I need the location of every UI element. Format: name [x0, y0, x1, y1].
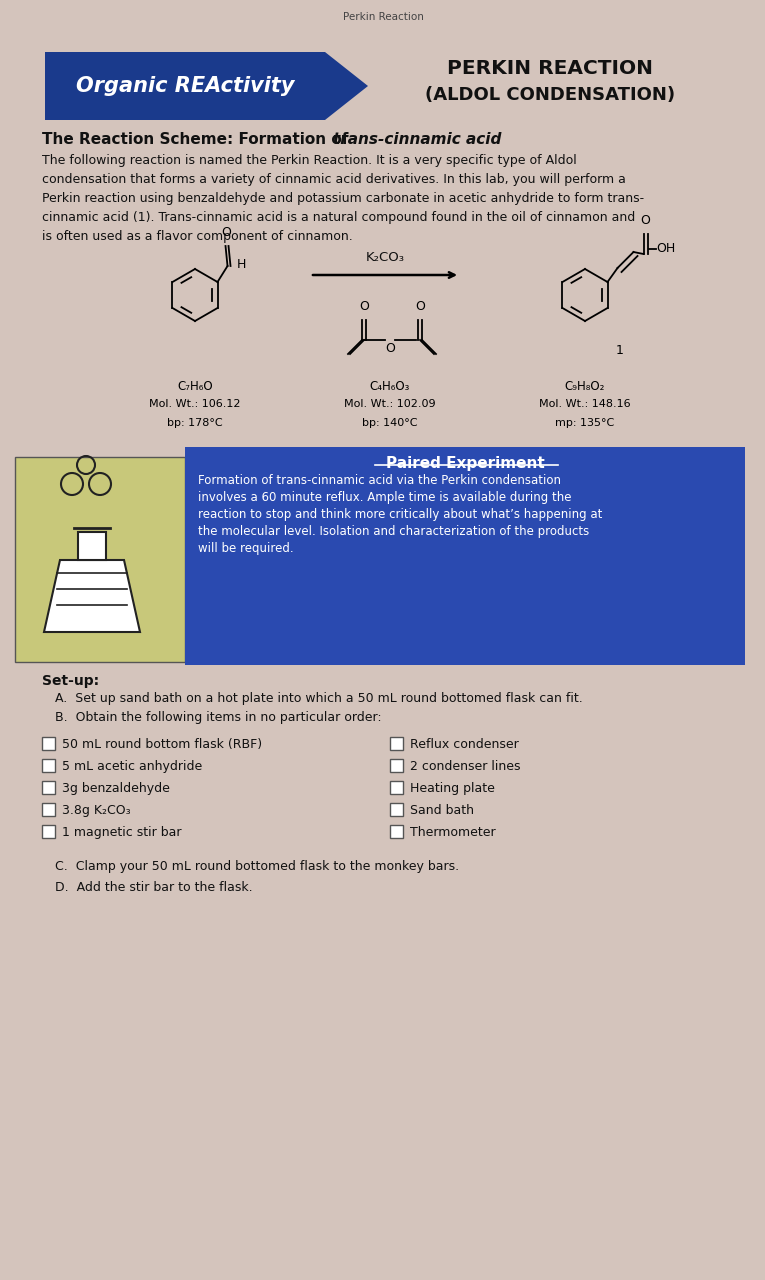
Text: reaction to stop and think more critically about what’s happening at: reaction to stop and think more critical…	[198, 508, 602, 521]
Text: PERKIN REACTION: PERKIN REACTION	[447, 59, 653, 78]
Text: O: O	[640, 214, 650, 227]
Text: OH: OH	[656, 242, 675, 256]
Bar	[42, 737, 55, 750]
Text: Formation of trans-cinnamic acid via the Perkin condensation: Formation of trans-cinnamic acid via the…	[198, 474, 561, 486]
Polygon shape	[45, 52, 368, 120]
Text: C₇H₆O: C₇H₆O	[177, 380, 213, 393]
Bar	[42, 759, 55, 772]
Text: bp: 178°C: bp: 178°C	[168, 419, 223, 428]
Text: 50 mL round bottom flask (RBF): 50 mL round bottom flask (RBF)	[62, 739, 262, 751]
Text: The Reaction Scheme: Formation of: The Reaction Scheme: Formation of	[42, 132, 353, 147]
Text: trans-cinnamic acid: trans-cinnamic acid	[333, 132, 501, 147]
Text: condensation that forms a variety of cinnamic acid derivatives. In this lab, you: condensation that forms a variety of cin…	[42, 173, 626, 186]
Text: O: O	[359, 300, 369, 314]
Text: Heating plate: Heating plate	[410, 782, 495, 795]
Polygon shape	[44, 561, 140, 632]
Polygon shape	[78, 532, 106, 561]
Text: (ALDOL CONDENSATION): (ALDOL CONDENSATION)	[425, 86, 675, 104]
Bar	[42, 826, 55, 838]
Bar	[15, 457, 185, 662]
Text: O: O	[385, 342, 395, 355]
Text: 1 magnetic stir bar: 1 magnetic stir bar	[62, 826, 181, 838]
Text: 3g benzaldehyde: 3g benzaldehyde	[62, 782, 170, 795]
Text: C.  Clamp your 50 mL round bottomed flask to the monkey bars.: C. Clamp your 50 mL round bottomed flask…	[55, 860, 459, 873]
Text: Perkin Reaction: Perkin Reaction	[343, 12, 424, 22]
Text: C₄H₆O₃: C₄H₆O₃	[369, 380, 410, 393]
Bar	[390, 737, 403, 750]
Text: 2 condenser lines: 2 condenser lines	[410, 760, 520, 773]
Text: O: O	[222, 227, 232, 239]
Text: Perkin reaction using benzaldehyde and potassium carbonate in acetic anhydride t: Perkin reaction using benzaldehyde and p…	[42, 192, 644, 205]
Text: Mol. Wt.: 102.09: Mol. Wt.: 102.09	[344, 399, 436, 410]
Text: D.  Add the stir bar to the flask.: D. Add the stir bar to the flask.	[55, 881, 252, 893]
Text: Set-up:: Set-up:	[42, 675, 99, 689]
Text: K₂CO₃: K₂CO₃	[366, 251, 405, 264]
Text: Reflux condenser: Reflux condenser	[410, 739, 519, 751]
Text: 1: 1	[616, 343, 624, 357]
Text: Thermometer: Thermometer	[410, 826, 496, 838]
Text: will be required.: will be required.	[198, 541, 294, 556]
Bar	[390, 826, 403, 838]
Text: is often used as a flavor component of cinnamon.: is often used as a flavor component of c…	[42, 230, 353, 243]
Text: C₉H₈O₂: C₉H₈O₂	[565, 380, 605, 393]
Bar	[42, 803, 55, 817]
Bar	[390, 781, 403, 794]
Text: bp: 140°C: bp: 140°C	[363, 419, 418, 428]
Text: cinnamic acid (1). Trans-cinnamic acid is a natural compound found in the oil of: cinnamic acid (1). Trans-cinnamic acid i…	[42, 211, 635, 224]
Text: the molecular level. Isolation and characterization of the products: the molecular level. Isolation and chara…	[198, 525, 589, 538]
Text: Mol. Wt.: 106.12: Mol. Wt.: 106.12	[149, 399, 241, 410]
Text: H: H	[236, 257, 246, 270]
Text: B.  Obtain the following items in no particular order:: B. Obtain the following items in no part…	[55, 710, 382, 724]
Bar	[42, 781, 55, 794]
Bar	[390, 803, 403, 817]
Text: Mol. Wt.: 148.16: Mol. Wt.: 148.16	[539, 399, 631, 410]
Text: Paired Experiment: Paired Experiment	[386, 456, 545, 471]
Bar	[185, 447, 745, 666]
Text: O: O	[415, 300, 425, 314]
Text: 3.8g K₂CO₃: 3.8g K₂CO₃	[62, 804, 131, 817]
Text: 5 mL acetic anhydride: 5 mL acetic anhydride	[62, 760, 202, 773]
Text: The following reaction is named the Perkin Reaction. It is a very specific type : The following reaction is named the Perk…	[42, 154, 577, 166]
Bar	[390, 759, 403, 772]
Text: involves a 60 minute reflux. Ample time is available during the: involves a 60 minute reflux. Ample time …	[198, 492, 571, 504]
Text: A.  Set up sand bath on a hot plate into which a 50 mL round bottomed flask can : A. Set up sand bath on a hot plate into …	[55, 692, 583, 705]
Text: Organic REActivity: Organic REActivity	[76, 76, 295, 96]
Text: mp: 135°C: mp: 135°C	[555, 419, 614, 428]
Text: Sand bath: Sand bath	[410, 804, 474, 817]
